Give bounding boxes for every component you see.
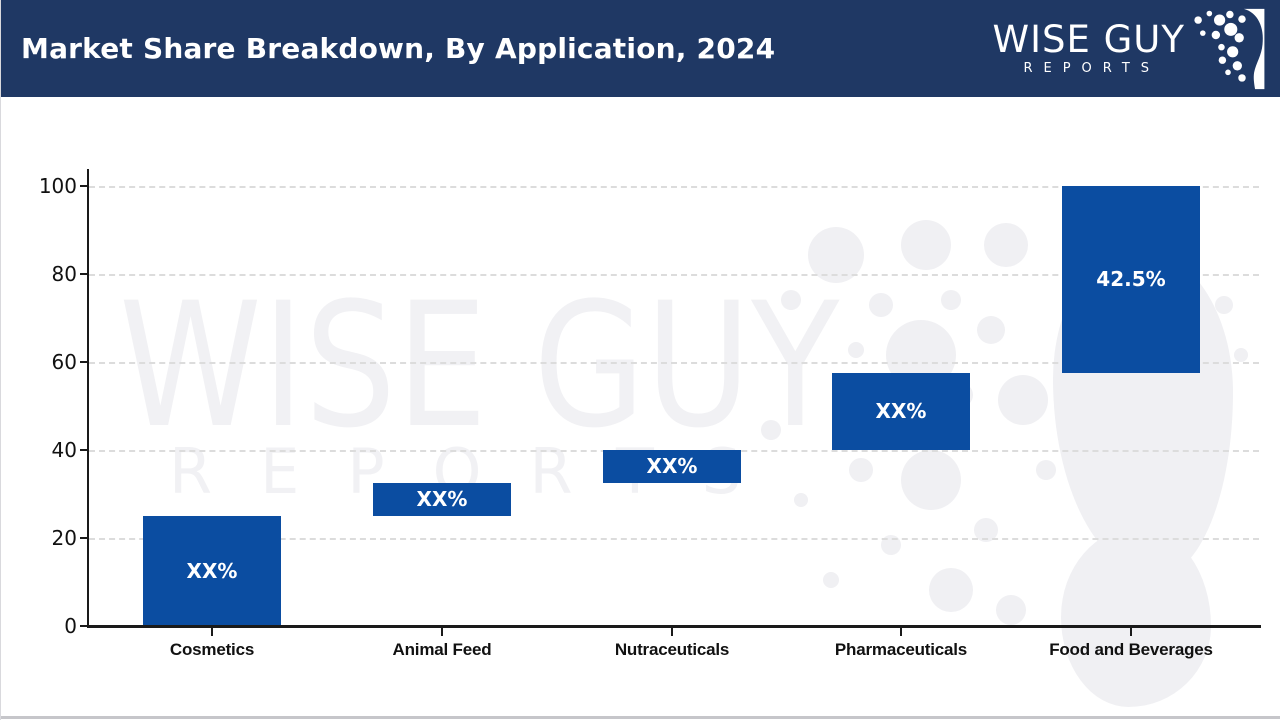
page-title: Market Share Breakdown, By Application, …	[21, 32, 776, 65]
gridline	[89, 186, 1259, 188]
x-tick-mark	[211, 628, 213, 636]
watermark-dot	[881, 535, 901, 555]
watermark-dot	[781, 290, 801, 310]
y-tick-label: 80	[51, 261, 77, 286]
x-tick-label: Food and Beverages	[1049, 640, 1213, 659]
header: Market Share Breakdown, By Application, …	[1, 0, 1280, 97]
x-tick-label: Animal Feed	[392, 640, 492, 659]
gridline	[89, 361, 1259, 364]
bar-cosmetics: XX%	[143, 515, 281, 626]
watermark-dot	[823, 572, 839, 588]
x-tick-label: Pharmaceuticals	[834, 640, 968, 659]
watermark-dot	[808, 227, 864, 283]
x-tick-mark	[900, 628, 902, 636]
watermark-dot	[984, 223, 1028, 267]
y-axis-line	[87, 169, 89, 628]
bar-animal-feed: XX%	[373, 482, 511, 516]
brand-logo: WISE GUY REPORTS	[993, 7, 1267, 91]
y-tick-label: 60	[51, 349, 77, 374]
watermark-dot	[848, 342, 864, 358]
x-tick-mark	[671, 628, 673, 636]
watermark-dot	[761, 420, 781, 440]
y-tick-mark	[80, 185, 89, 187]
y-tick-label: 20	[51, 525, 77, 550]
watermark-dot	[849, 458, 873, 482]
watermark-dot	[901, 220, 951, 270]
gridline	[89, 273, 1259, 276]
watermark-head-blob	[1061, 527, 1211, 707]
bar-value-label: XX%	[875, 399, 927, 424]
bar-pharmaceuticals: XX%	[832, 372, 970, 450]
watermark-dot	[1234, 348, 1248, 362]
x-tick-label: Cosmetics	[169, 640, 255, 659]
watermark-dot	[1036, 460, 1056, 480]
watermark-dot	[977, 316, 1005, 344]
bar-nutraceuticals: XX%	[603, 449, 741, 483]
y-tick-mark	[80, 536, 89, 539]
watermark-dot	[996, 595, 1026, 625]
x-tick-mark	[1130, 628, 1132, 636]
y-tick-mark	[80, 272, 89, 275]
bar-value-label: 42.5%	[1096, 267, 1166, 292]
y-tick-label: 40	[51, 437, 77, 462]
bottom-rule	[1, 716, 1280, 719]
y-tick-label: 0	[64, 613, 77, 638]
y-tick-label: 100	[38, 174, 77, 198]
gridline	[89, 537, 1259, 540]
y-tick-mark	[80, 448, 89, 451]
logo-wordmark-line1: WISE GUY	[992, 18, 1185, 61]
y-tick-mark	[80, 624, 89, 627]
bar-value-label: XX%	[416, 487, 468, 512]
x-tick-mark	[441, 628, 443, 636]
watermark-dot	[998, 375, 1048, 425]
x-tick-label: Nutraceuticals	[614, 640, 730, 659]
watermark-dot	[941, 290, 961, 310]
logo-wordmark-line2: REPORTS	[1023, 61, 1161, 76]
watermark-dot	[869, 293, 893, 317]
chart-plot-area: WISE GUY REPORTS 0 20 40 60 80 100 Cosmetics A…	[1, 97, 1280, 707]
logo-wordmark: WISE GUY REPORTS	[993, 21, 1185, 76]
watermark-wordmark: WISE GUY	[119, 265, 840, 466]
watermark-dot	[794, 493, 808, 507]
y-tick-mark	[80, 360, 89, 363]
dot-face-profile-icon	[1194, 8, 1265, 89]
watermark-dot	[929, 568, 973, 612]
watermark-dot	[1215, 296, 1233, 314]
bar-value-label: XX%	[646, 454, 698, 479]
watermark-dot	[901, 450, 961, 510]
bar-food-and-beverages: 42.5%	[1062, 186, 1200, 373]
x-axis-line	[87, 625, 1261, 628]
bar-value-label: XX%	[186, 558, 238, 583]
